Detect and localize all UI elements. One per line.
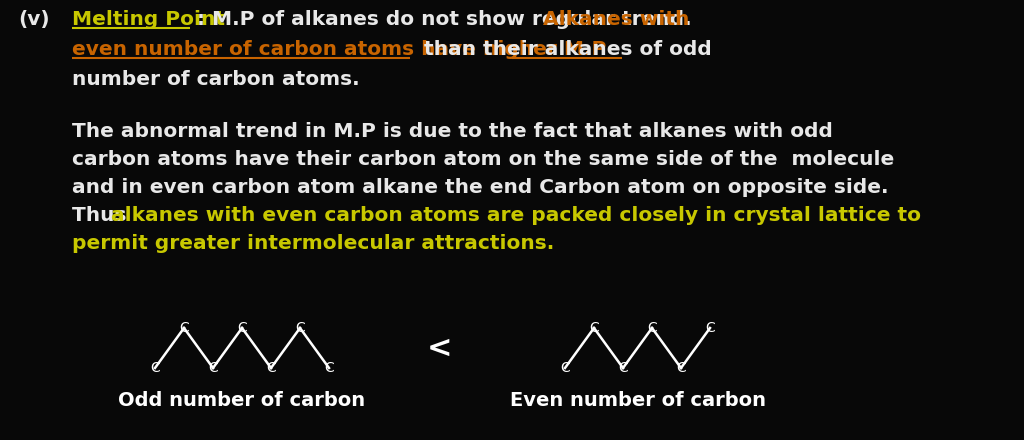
Text: C: C bbox=[706, 321, 715, 335]
Text: C: C bbox=[589, 321, 599, 335]
Text: Alkanes with: Alkanes with bbox=[544, 10, 689, 29]
Text: The abnormal trend in M.P is due to the fact that alkanes with odd: The abnormal trend in M.P is due to the … bbox=[72, 122, 833, 141]
Text: alkanes with even carbon atoms are packed closely in crystal lattice to: alkanes with even carbon atoms are packe… bbox=[112, 206, 922, 225]
Text: C: C bbox=[676, 361, 686, 375]
Text: permit greater intermolecular attractions.: permit greater intermolecular attraction… bbox=[72, 234, 554, 253]
Text: than their alkanes of odd: than their alkanes of odd bbox=[410, 40, 712, 59]
Text: C: C bbox=[179, 321, 188, 335]
Text: even number of carbon atoms have higher M.P: even number of carbon atoms have higher … bbox=[72, 40, 606, 59]
Text: C: C bbox=[560, 361, 570, 375]
Text: carbon atoms have their carbon atom on the same side of the  molecule: carbon atoms have their carbon atom on t… bbox=[72, 150, 894, 169]
Text: (v): (v) bbox=[18, 10, 49, 29]
Text: C: C bbox=[618, 361, 628, 375]
Text: C: C bbox=[151, 361, 160, 375]
Text: Even number of carbon: Even number of carbon bbox=[510, 391, 766, 410]
Text: <: < bbox=[427, 334, 453, 363]
Text: Thus: Thus bbox=[72, 206, 133, 225]
Text: and in even carbon atom alkane the end Carbon atom on opposite side.: and in even carbon atom alkane the end C… bbox=[72, 178, 889, 197]
Text: C: C bbox=[295, 321, 305, 335]
Text: : M.P of alkanes do not show regular trend.: : M.P of alkanes do not show regular tre… bbox=[190, 10, 698, 29]
Text: Melting Point: Melting Point bbox=[72, 10, 225, 29]
Text: C: C bbox=[325, 361, 334, 375]
Text: C: C bbox=[266, 361, 275, 375]
Text: C: C bbox=[208, 361, 218, 375]
Text: Odd number of carbon: Odd number of carbon bbox=[119, 391, 366, 410]
Text: number of carbon atoms.: number of carbon atoms. bbox=[72, 70, 359, 89]
Text: C: C bbox=[647, 321, 656, 335]
Text: C: C bbox=[238, 321, 247, 335]
